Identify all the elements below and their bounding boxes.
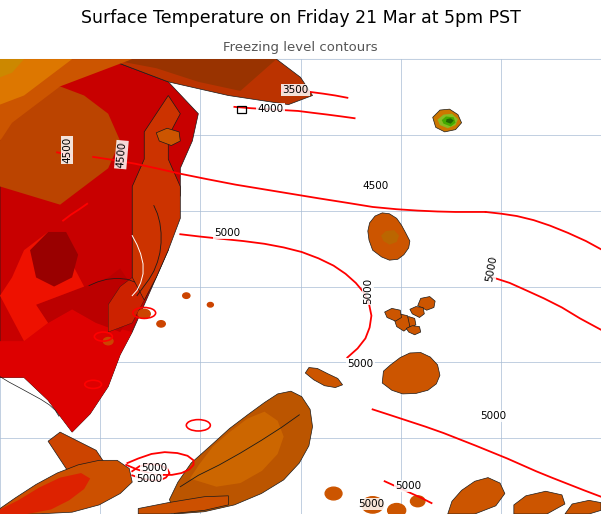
Polygon shape [418, 297, 435, 310]
Polygon shape [406, 326, 421, 335]
Polygon shape [0, 59, 198, 432]
Polygon shape [156, 128, 180, 145]
Polygon shape [0, 473, 90, 514]
Polygon shape [368, 213, 410, 260]
Text: 5000: 5000 [480, 411, 506, 421]
Polygon shape [169, 391, 313, 514]
Polygon shape [442, 117, 456, 126]
Polygon shape [381, 230, 399, 245]
Text: Surface Temperature on Friday 21 Mar at 5pm PST: Surface Temperature on Friday 21 Mar at … [81, 9, 520, 27]
Text: 5000: 5000 [347, 359, 374, 369]
Text: 5000: 5000 [214, 228, 240, 238]
Polygon shape [0, 86, 120, 205]
Circle shape [388, 504, 406, 514]
Circle shape [410, 496, 425, 507]
Polygon shape [0, 232, 84, 341]
Text: 4500: 4500 [63, 137, 72, 163]
Polygon shape [565, 500, 601, 514]
Polygon shape [30, 232, 78, 287]
Polygon shape [446, 118, 454, 124]
Text: 3500: 3500 [282, 85, 309, 95]
Polygon shape [438, 114, 458, 128]
Polygon shape [132, 96, 180, 300]
Polygon shape [108, 59, 276, 91]
Text: 5000: 5000 [358, 499, 385, 509]
Polygon shape [433, 109, 462, 132]
Circle shape [325, 487, 342, 500]
Text: 5000: 5000 [484, 254, 499, 282]
Polygon shape [448, 478, 505, 514]
Text: Freezing level contours: Freezing level contours [223, 41, 378, 54]
Circle shape [157, 321, 165, 327]
Text: 4000: 4000 [257, 104, 284, 114]
Circle shape [207, 302, 213, 307]
Circle shape [183, 293, 190, 299]
Polygon shape [305, 368, 343, 388]
Text: 5000: 5000 [141, 463, 167, 472]
Circle shape [362, 497, 383, 513]
Polygon shape [108, 59, 313, 105]
Polygon shape [0, 59, 24, 77]
Polygon shape [36, 268, 132, 332]
Polygon shape [514, 491, 565, 514]
Text: 5000: 5000 [136, 474, 162, 484]
Polygon shape [394, 314, 410, 331]
Polygon shape [108, 278, 144, 332]
Circle shape [138, 309, 150, 318]
Polygon shape [410, 306, 424, 318]
Text: 4500: 4500 [115, 141, 127, 168]
Polygon shape [385, 308, 401, 321]
Polygon shape [0, 309, 132, 432]
Polygon shape [382, 353, 440, 394]
Polygon shape [404, 317, 416, 327]
Text: 5000: 5000 [395, 481, 422, 491]
Circle shape [103, 338, 113, 345]
Polygon shape [138, 496, 228, 514]
Polygon shape [48, 432, 108, 505]
Text: 4500: 4500 [362, 181, 389, 192]
Polygon shape [190, 412, 284, 487]
Polygon shape [0, 461, 132, 514]
Text: 5000: 5000 [363, 278, 373, 304]
Polygon shape [0, 59, 132, 141]
Polygon shape [0, 59, 72, 105]
Bar [237, 106, 246, 113]
